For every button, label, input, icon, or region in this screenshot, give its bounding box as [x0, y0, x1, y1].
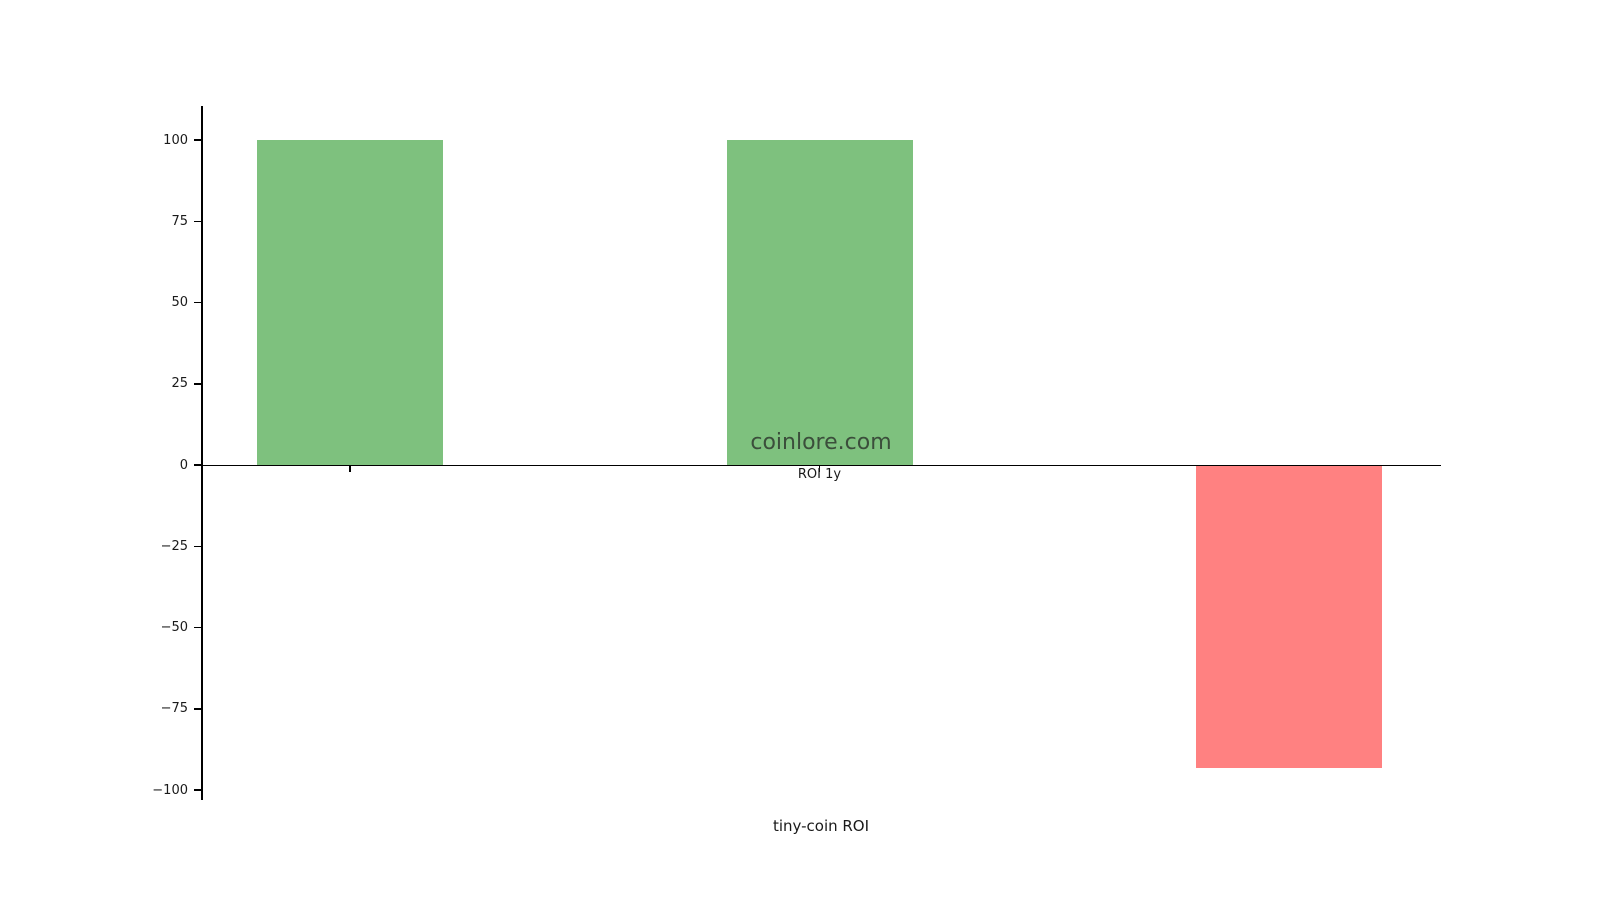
y-tick [194, 708, 201, 710]
x-tick [818, 465, 821, 472]
x-tick-label: ROI 1y [797, 467, 842, 482]
y-tick [194, 789, 201, 791]
y-tick [194, 301, 201, 304]
y-tick-label: 25 [171, 376, 188, 392]
bar [257, 140, 443, 465]
x-axis-line [201, 464, 1441, 466]
watermark: coinlore.com [750, 430, 892, 455]
y-tick [194, 220, 201, 222]
y-axis-spine [201, 106, 203, 800]
x-tick [349, 465, 351, 472]
bar [1196, 466, 1382, 769]
y-tick-label: 100 [163, 132, 188, 148]
y-tick-label: −25 [160, 538, 188, 554]
y-tick [194, 545, 201, 547]
y-tick-label: −50 [160, 620, 188, 635]
bar [726, 140, 913, 465]
y-tick [194, 383, 201, 385]
chart-title: tiny-coin ROI [772, 817, 870, 835]
y-tick [194, 464, 201, 466]
y-tick-label: 0 [179, 457, 188, 473]
y-tick-label: −100 [152, 782, 188, 798]
y-tick [194, 626, 201, 629]
y-tick-label: 50 [171, 295, 188, 310]
y-tick [194, 139, 201, 141]
y-tick-label: 75 [171, 213, 188, 229]
y-tick-label: −75 [160, 701, 188, 717]
